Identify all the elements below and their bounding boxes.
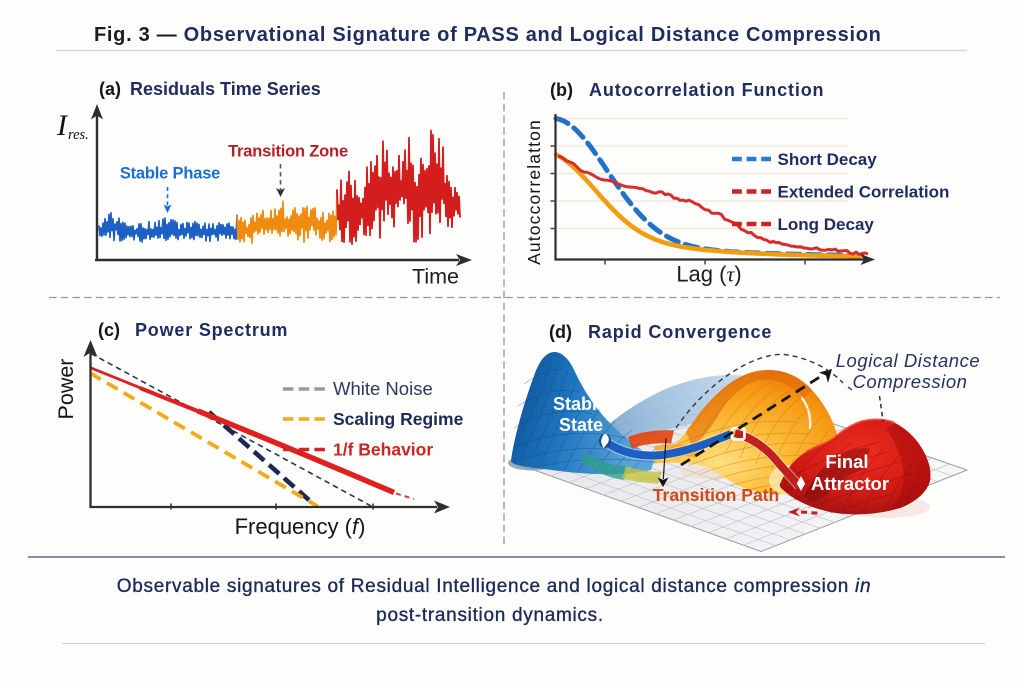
- svg-text:State: State: [559, 415, 603, 435]
- svg-text:Long Decay: Long Decay: [778, 215, 875, 234]
- svg-text:Extended Correlation: Extended Correlation: [778, 183, 950, 202]
- svg-text:Frequency (f): Frequency (f): [235, 514, 366, 539]
- svg-text:Lag (τ): Lag (τ): [676, 262, 741, 287]
- svg-text:1/f Behavior: 1/f Behavior: [333, 440, 433, 460]
- svg-text:Transition Zone: Transition Zone: [228, 143, 348, 161]
- svg-text:(c): (c): [98, 320, 120, 340]
- svg-text:White Noise: White Noise: [333, 378, 433, 399]
- svg-text:Short Decay: Short Decay: [778, 150, 878, 169]
- svg-text:I: I: [56, 109, 69, 142]
- svg-text:Time: Time: [412, 265, 459, 289]
- svg-text:Stable: Stable: [553, 394, 607, 414]
- svg-text:Final: Final: [825, 451, 868, 472]
- svg-text:res.: res.: [68, 127, 89, 143]
- svg-text:Attractor: Attractor: [811, 473, 889, 494]
- svg-text:(b): (b): [550, 80, 573, 100]
- svg-text:Power: Power: [54, 359, 78, 420]
- svg-text:Observable signatures of Resid: Observable signatures of Residual Intell…: [117, 576, 871, 597]
- svg-text:Autocorrelation Function: Autocorrelation Function: [589, 80, 824, 100]
- svg-text:Autoccorrelatton: Autoccorrelatton: [524, 119, 544, 265]
- svg-text:(a): (a): [99, 79, 121, 99]
- svg-text:Stable Phase: Stable Phase: [120, 165, 220, 183]
- svg-text:Rapid Convergence: Rapid Convergence: [588, 322, 772, 342]
- svg-text:Logical Distance: Logical Distance: [836, 350, 981, 371]
- svg-text:Transition Path: Transition Path: [653, 485, 779, 505]
- svg-text:Fig. 3 — Observational Signatu: Fig. 3 — Observational Signature of PASS…: [94, 24, 882, 46]
- svg-text:Residuals Time Series: Residuals Time Series: [130, 79, 321, 99]
- svg-text:(d): (d): [549, 322, 572, 342]
- svg-text:post-transition dynamics.: post-transition dynamics.: [376, 605, 604, 626]
- svg-text:Scaling Regime: Scaling Regime: [333, 409, 464, 429]
- svg-text:Compression: Compression: [852, 371, 967, 392]
- svg-text:Power Spectrum: Power Spectrum: [135, 320, 288, 340]
